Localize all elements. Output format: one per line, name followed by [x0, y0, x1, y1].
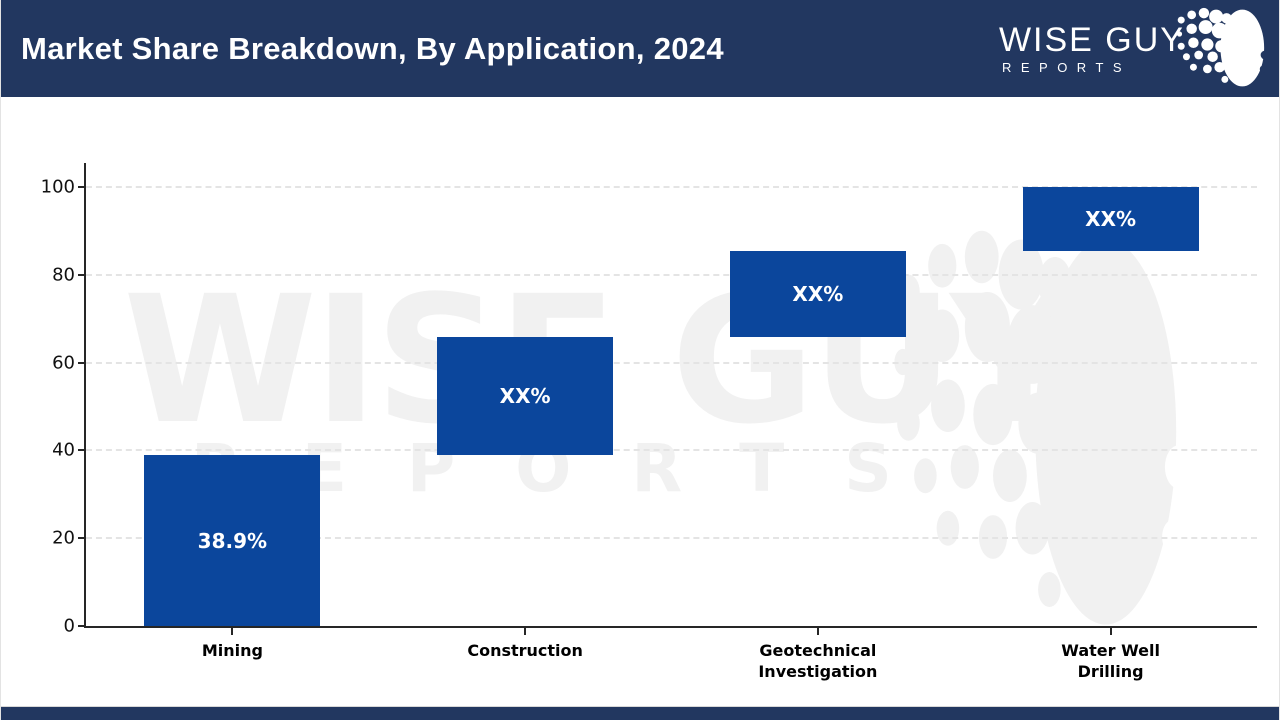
y-axis-tick-label: 20 [52, 527, 75, 549]
bar-mining: 38.9% [144, 455, 321, 626]
x-axis-tick-mark [231, 628, 234, 635]
bar-construction: XX% [437, 337, 614, 456]
gridline-100 [86, 186, 1257, 188]
bar-value-label: XX% [1085, 207, 1137, 232]
y-axis-tick-mark [78, 186, 86, 188]
x-axis-category-label: Geotechnical Investigation [758, 641, 878, 681]
watermark-dotted-head [894, 230, 1179, 625]
x-axis-category-label: Water Well Drilling [1061, 641, 1160, 681]
y-axis-tick-mark [78, 361, 86, 364]
gridline-40 [86, 449, 1257, 452]
x-axis-tick-mark [816, 628, 819, 635]
gridline-60 [86, 361, 1257, 364]
y-axis-tick-mark [78, 537, 86, 540]
gridline-80 [86, 273, 1257, 276]
brand-logo: WISE GUY REPORTS [999, 6, 1265, 90]
bar-value-label: 38.9% [197, 528, 268, 553]
y-axis-tick-label: 80 [52, 264, 75, 286]
y-axis-tick-label: 40 [52, 439, 75, 461]
y-axis-tick-mark [78, 625, 86, 627]
x-axis-category-label: Mining [201, 641, 263, 660]
brand-name: WISE GUY [998, 20, 1185, 59]
y-axis-tick-label: 100 [40, 176, 75, 198]
bar-geotechnical-investigation: XX% [729, 251, 906, 338]
brand-subname: REPORTS [1001, 59, 1132, 75]
bar-value-label: XX% [499, 384, 551, 409]
dotted-head-icon [1176, 7, 1265, 87]
y-axis-tick-mark [78, 449, 86, 452]
x-axis-category-label: Construction [467, 641, 583, 660]
y-axis-tick-mark [78, 273, 86, 276]
x-axis-line [84, 626, 1257, 628]
footer-bar [1, 706, 1279, 720]
bar-value-label: XX% [792, 282, 844, 307]
x-axis-tick-mark [1109, 628, 1112, 635]
header-bar: Market Share Breakdown, By Application, … [1, 0, 1279, 97]
brand-logo-text: WISE GUY REPORTS [999, 22, 1185, 75]
y-axis-tick-label: 0 [63, 615, 75, 637]
y-axis-tick-label: 60 [52, 352, 75, 374]
page-title: Market Share Breakdown, By Application, … [21, 30, 724, 66]
y-axis-line [84, 163, 86, 628]
gridline-20 [86, 537, 1257, 540]
bar-water-well-drilling: XX% [1022, 187, 1199, 252]
x-axis-tick-mark [524, 628, 527, 635]
